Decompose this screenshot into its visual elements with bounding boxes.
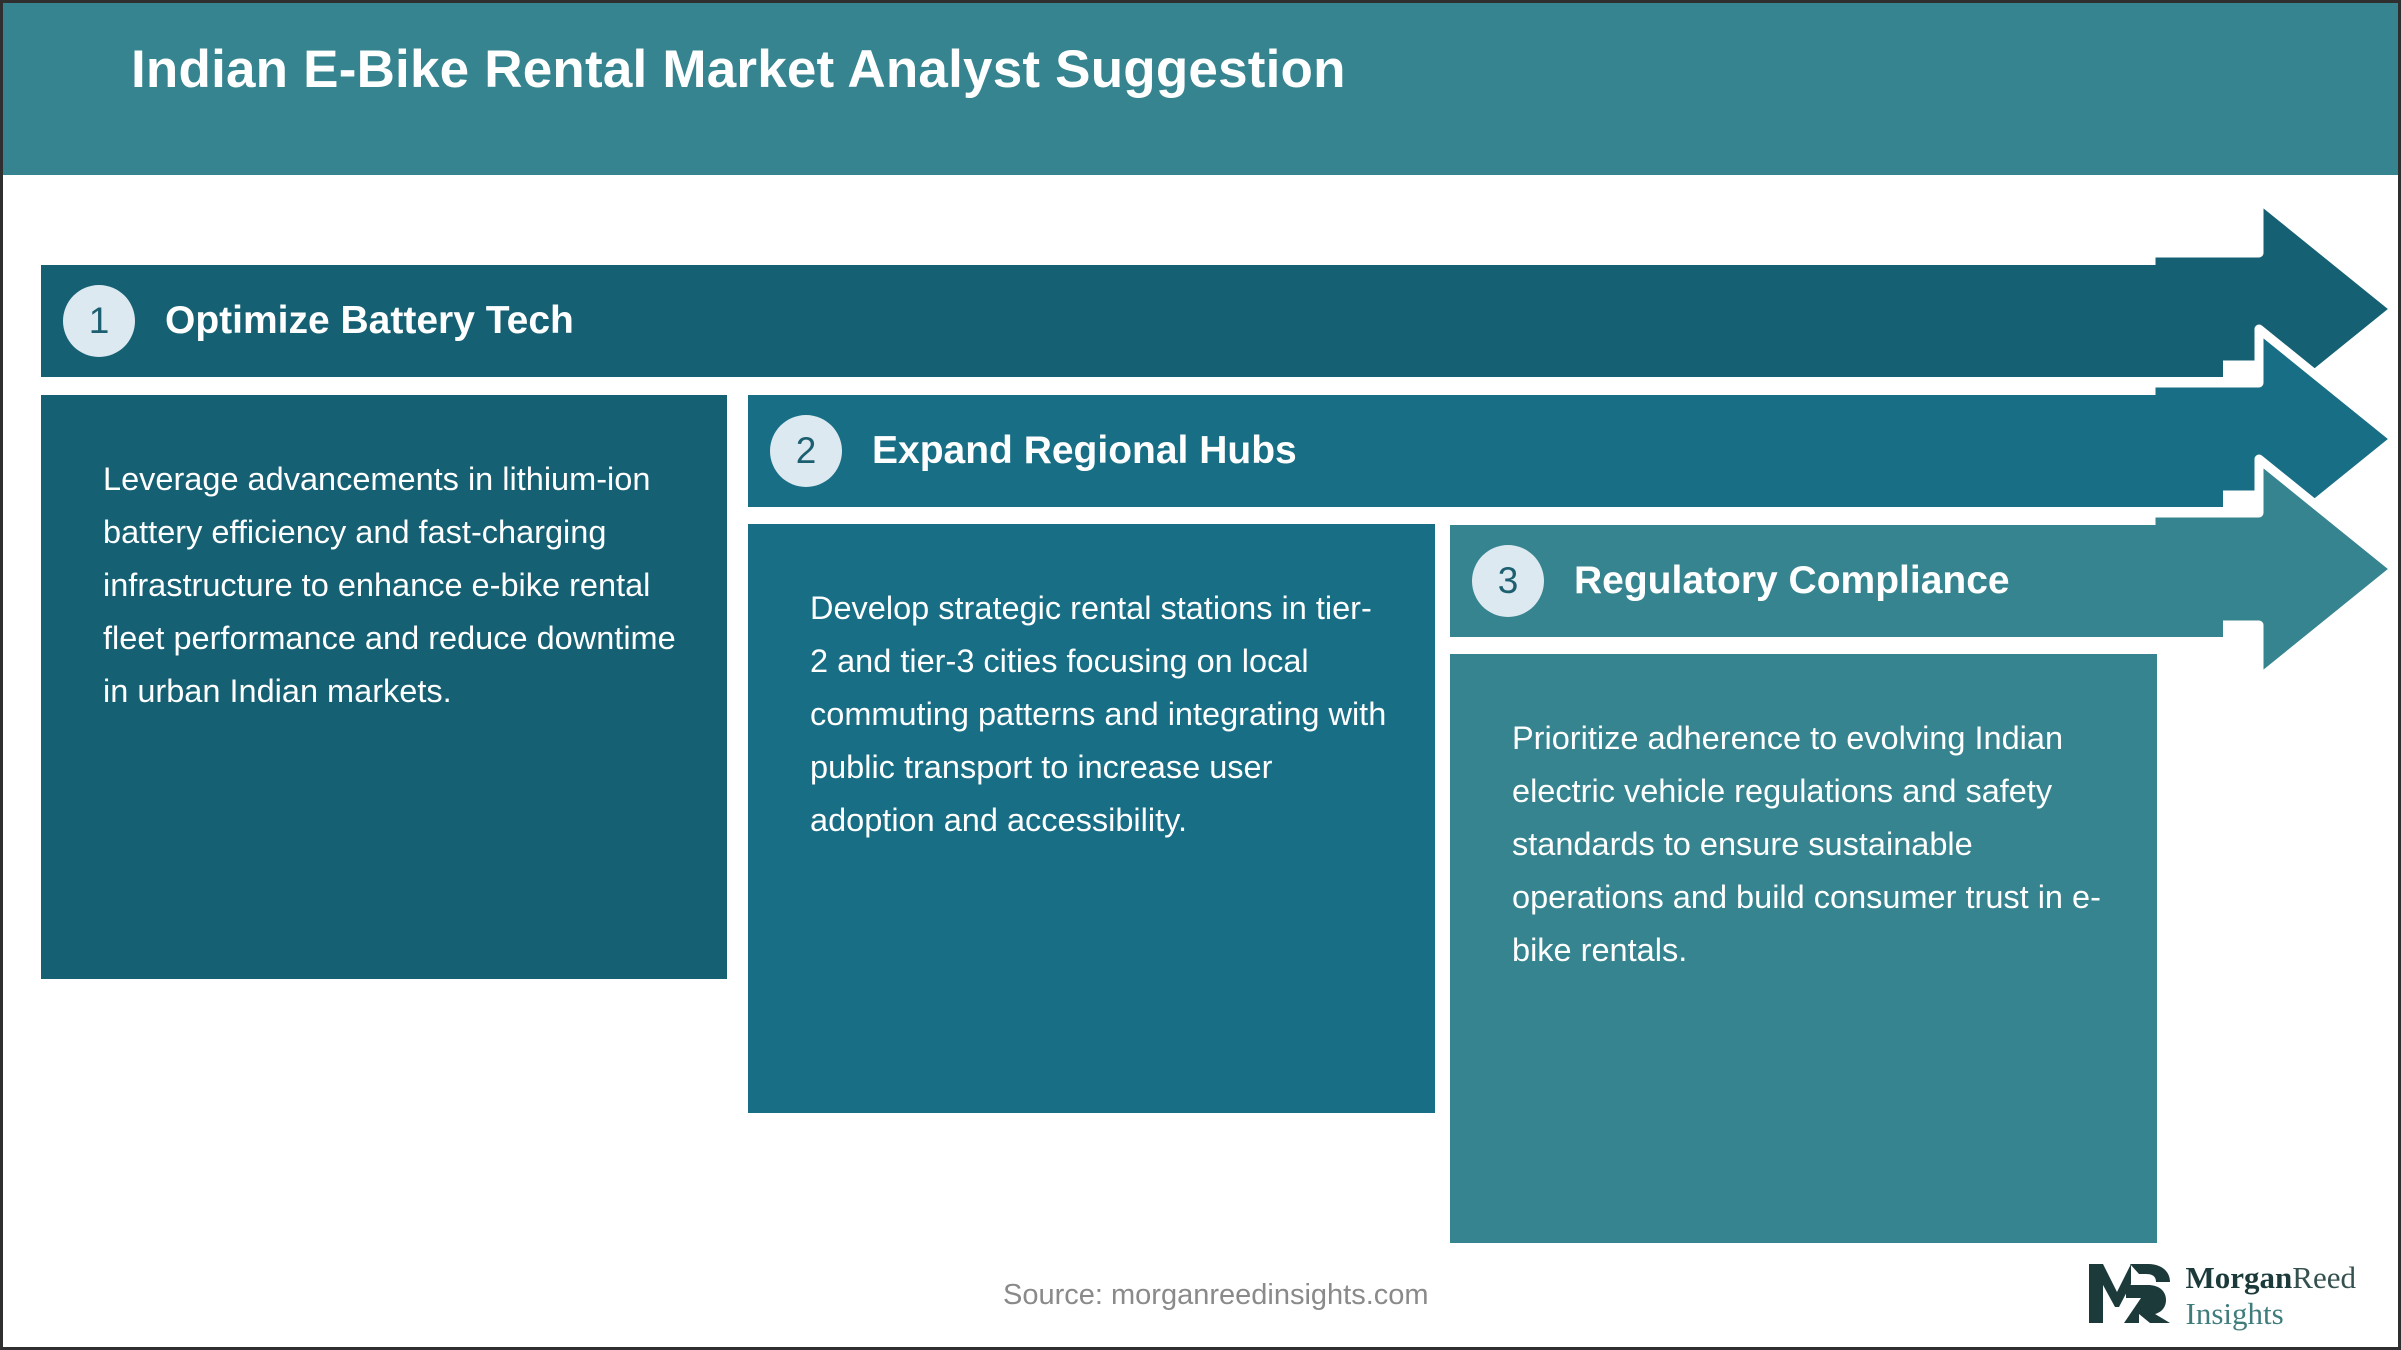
step-badge-3: 3 [1472,545,1544,617]
step-card-2: Develop strategic rental stations in tie… [748,524,1435,1113]
step-body-2: Develop strategic rental stations in tie… [810,590,1387,838]
logo-name-bold: Morgan [2185,1259,2293,1295]
brand-logo: MorganReed Insights [2086,1258,2356,1332]
step-card-1: Leverage advancements in lithium-ion bat… [41,395,727,979]
step-badge-1: 1 [63,285,135,357]
mr-monogram-icon [2086,1260,2174,1331]
step-band-3[interactable]: 3 Regulatory Compliance [1450,525,2223,637]
step-body-3: Prioritize adherence to evolving Indian … [1512,720,2101,968]
step-body-1: Leverage advancements in lithium-ion bat… [103,461,676,709]
step-title-3: Regulatory Compliance [1574,559,2010,602]
logo-wordmark: MorganReed Insights [2186,1262,2356,1329]
step-number-1: 1 [88,300,110,341]
step-badge-2: 2 [770,415,842,487]
logo-tagline: Insights [2185,1295,2284,1331]
page-title: Indian E-Bike Rental Market Analyst Sugg… [131,40,1346,99]
logo-name-light: Reed [2292,1259,2356,1295]
step-number-2: 2 [795,430,817,471]
step-card-3: Prioritize adherence to evolving Indian … [1450,654,2157,1243]
step-number-3: 3 [1497,560,1519,601]
step-band-1[interactable]: 1 Optimize Battery Tech [41,265,2223,377]
header-bar: Indian E-Bike Rental Market Analyst Sugg… [3,3,2398,175]
step-band-2[interactable]: 2 Expand Regional Hubs [748,395,2223,507]
step-title-2: Expand Regional Hubs [872,429,1297,472]
step-title-1: Optimize Battery Tech [165,299,574,342]
logo-name: MorganReed [2186,1262,2356,1293]
source-label: Source: morganreedinsights.com [1003,1279,1429,1311]
